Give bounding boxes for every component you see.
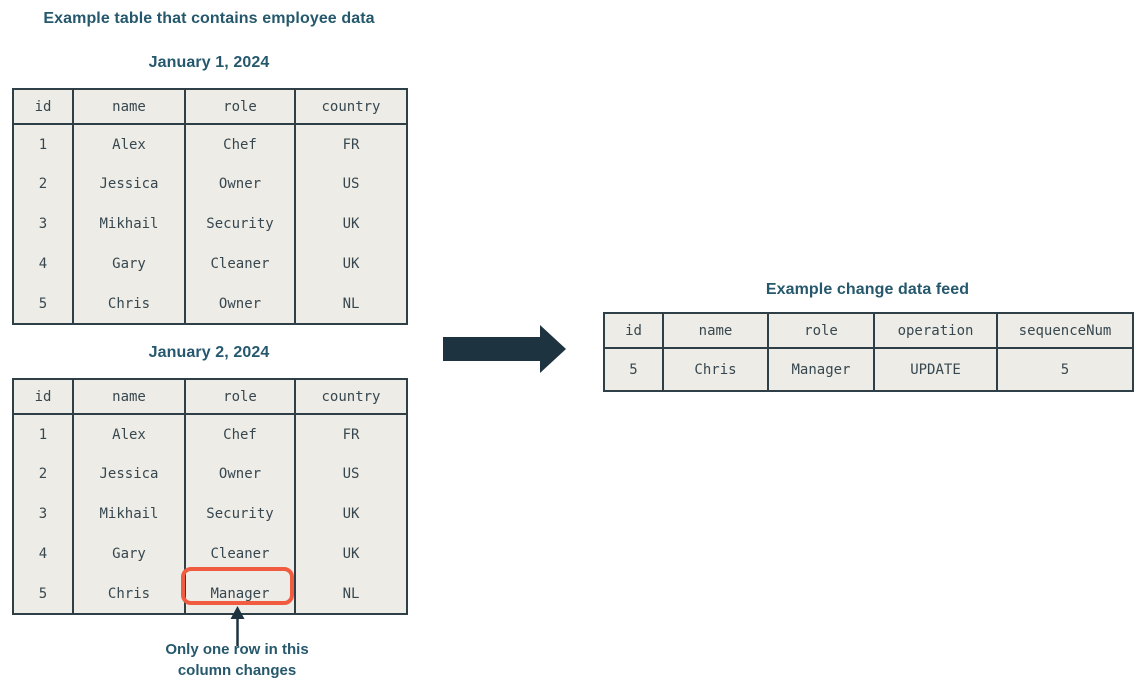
- cell-id: 5: [12, 574, 74, 614]
- cell-role: Security: [184, 204, 296, 244]
- table-row: id name role country: [12, 88, 408, 125]
- table-row: 4 Gary Cleaner UK: [12, 244, 408, 284]
- annotation-line-2: column changes: [177, 662, 297, 679]
- table-row: 2 Jessica Owner US: [12, 164, 408, 204]
- table-jan2: id name role country 1 Alex Chef FR 2 Je…: [12, 378, 408, 615]
- cell-country: US: [294, 454, 408, 494]
- cell-role: Security: [184, 494, 296, 534]
- cell-id: 4: [12, 534, 74, 574]
- column-header-operation: operation: [873, 312, 998, 349]
- main-heading: Example table that contains employee dat…: [43, 10, 375, 27]
- cell-role: Cleaner: [184, 534, 296, 574]
- table-row: 3 Mikhail Security UK: [12, 494, 408, 534]
- cell-country: UK: [294, 494, 408, 534]
- column-header-role: role: [767, 312, 875, 349]
- right-arrow-icon: [443, 325, 566, 373]
- table-row: 5 Chris Manager UPDATE 5: [603, 347, 1134, 392]
- cell-role: Cleaner: [184, 244, 296, 284]
- table-jan1: id name role country 1 Alex Chef FR 2 Je…: [12, 88, 408, 325]
- cell-role: Owner: [184, 454, 296, 494]
- column-header-role: role: [184, 88, 296, 125]
- cell-role: Chef: [184, 124, 296, 164]
- annotation-text: Only one row in this column changes: [112, 639, 362, 681]
- cell-name: Jessica: [72, 164, 186, 204]
- column-header-country: country: [294, 378, 408, 415]
- table-row: 1 Alex Chef FR: [12, 124, 408, 164]
- table-change-feed: id name role operation sequenceNum 5 Chr…: [603, 312, 1134, 392]
- cell-country: FR: [294, 124, 408, 164]
- cell-name: Jessica: [72, 454, 186, 494]
- cell-id: 2: [12, 454, 74, 494]
- cell-role: Owner: [184, 284, 296, 324]
- cell-country: FR: [294, 414, 408, 454]
- table-row: 5 Chris Manager NL: [12, 574, 408, 614]
- column-header-name: name: [72, 378, 186, 415]
- cell-id: 5: [12, 284, 74, 324]
- cell-country: NL: [294, 574, 408, 614]
- table-jan1-title: January 1, 2024: [148, 54, 270, 71]
- table-row: 2 Jessica Owner US: [12, 454, 408, 494]
- cell-id: 3: [12, 494, 74, 534]
- cell-role changed-cell: Manager: [184, 574, 296, 614]
- cell-id: 2: [12, 164, 74, 204]
- cell-name: Chris: [72, 574, 186, 614]
- cell-country: UK: [294, 204, 408, 244]
- cell-name: Alex: [72, 414, 186, 454]
- cell-name: Mikhail: [72, 494, 186, 534]
- column-header-id: id: [12, 378, 74, 415]
- cell-id: 4: [12, 244, 74, 284]
- cell-id: 1: [12, 124, 74, 164]
- cell-role: Chef: [184, 414, 296, 454]
- cell-name: Gary: [72, 244, 186, 284]
- cell-id: 1: [12, 414, 74, 454]
- table-row: 1 Alex Chef FR: [12, 414, 408, 454]
- column-header-sequencenum: sequenceNum: [996, 312, 1134, 349]
- table-row: 5 Chris Owner NL: [12, 284, 408, 324]
- cell-name: Chris: [662, 347, 769, 392]
- table-row: id name role country: [12, 378, 408, 415]
- change-feed-title: Example change data feed: [765, 281, 970, 298]
- cell-id: 3: [12, 204, 74, 244]
- column-header-id: id: [603, 312, 664, 349]
- cell-sequencenum: 5: [996, 347, 1134, 392]
- cell-name: Chris: [72, 284, 186, 324]
- cell-role: Owner: [184, 164, 296, 204]
- cell-id: 5: [603, 347, 664, 392]
- column-header-name: name: [72, 88, 186, 125]
- cell-operation: UPDATE: [873, 347, 998, 392]
- cell-name: Mikhail: [72, 204, 186, 244]
- column-header-role: role: [184, 378, 296, 415]
- table-row: id name role operation sequenceNum: [603, 312, 1134, 349]
- cell-country: US: [294, 164, 408, 204]
- table-jan2-title: January 2, 2024: [148, 344, 270, 361]
- column-header-id: id: [12, 88, 74, 125]
- cell-name: Gary: [72, 534, 186, 574]
- cell-country: UK: [294, 244, 408, 284]
- cell-country: NL: [294, 284, 408, 324]
- column-header-name: name: [662, 312, 769, 349]
- up-arrow-icon: [230, 606, 245, 646]
- cell-name: Alex: [72, 124, 186, 164]
- table-row: 3 Mikhail Security UK: [12, 204, 408, 244]
- column-header-country: country: [294, 88, 408, 125]
- annotation-line-1: Only one row in this: [165, 641, 309, 658]
- cell-country: UK: [294, 534, 408, 574]
- cell-role: Manager: [767, 347, 875, 392]
- table-row: 4 Gary Cleaner UK: [12, 534, 408, 574]
